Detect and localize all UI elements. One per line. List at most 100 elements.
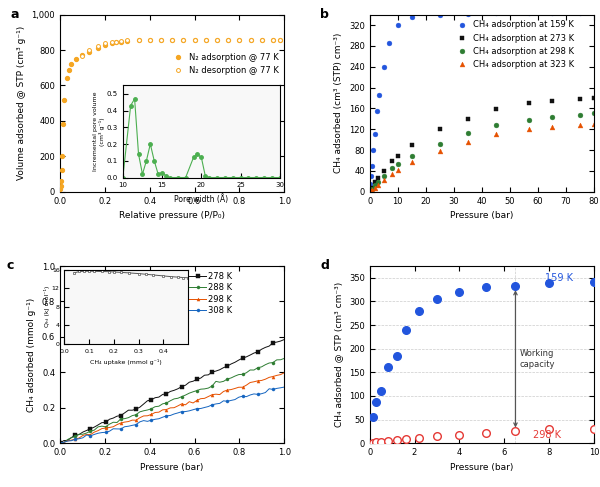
- N₂ desorption @ 77 K: [112, 38, 119, 44]
- Text: Working
capacity: Working capacity: [520, 349, 556, 369]
- N₂ adsorption @ 77 K: [60, 121, 67, 127]
- CH₄ adsorption at 159 K: [373, 108, 380, 114]
- CH₄ adsorption at 323 K: [492, 131, 499, 137]
- CH₄ adsorption at 273 K: [371, 179, 379, 185]
- 288 K: [121, 416, 128, 422]
- CH₄ adsorption at 159 K: [526, 10, 533, 16]
- N₂ desorption @ 77 K: [169, 37, 176, 43]
- CH₄ adsorption at 323 K: [367, 188, 374, 194]
- N₂ adsorption @ 77 K: [202, 37, 209, 43]
- Legend: 278 K, 288 K, 298 K, 308 K: 278 K, 288 K, 298 K, 308 K: [188, 270, 234, 317]
- N₂ desorption @ 77 K: [108, 39, 115, 45]
- 278 K: [281, 337, 288, 342]
- CH₄ adsorption at 298 K: [492, 122, 499, 128]
- N₂ desorption @ 77 K: [95, 43, 102, 49]
- Line: CH₄ adsorption at 273 K: CH₄ adsorption at 273 K: [368, 95, 596, 192]
- N₂ desorption @ 77 K: [101, 40, 109, 46]
- N₂ adsorption @ 77 K: [247, 37, 254, 43]
- CH₄ adsorption at 273 K: [374, 175, 382, 181]
- N₂ desorption @ 77 K: [79, 53, 86, 59]
- 288 K: [128, 412, 136, 418]
- N₂ desorption @ 77 K: [180, 37, 187, 43]
- N₂ adsorption @ 77 K: [214, 37, 221, 43]
- 308 K: [197, 406, 205, 412]
- N₂ adsorption @ 77 K: [68, 61, 75, 67]
- CH₄ adsorption at 298 K: [369, 186, 376, 192]
- CH₄ adsorption at 273 K: [492, 107, 499, 112]
- 308 K: [56, 440, 64, 446]
- N₂ desorption @ 77 K: [117, 38, 124, 44]
- Line: CH₄ adsorption at 159 K: CH₄ adsorption at 159 K: [368, 10, 596, 191]
- CH₄ adsorption at 159 K: [590, 10, 598, 16]
- N₂ desorption @ 77 K: [236, 37, 243, 43]
- N₂ adsorption @ 77 K: [101, 42, 109, 48]
- CH₄ adsorption at 273 K: [394, 153, 401, 159]
- Line: 288 K: 288 K: [58, 357, 286, 445]
- CH₄ adsorption at 273 K: [408, 142, 415, 148]
- Line: 278 K: 278 K: [58, 338, 286, 445]
- N₂ adsorption @ 77 K: [112, 39, 119, 45]
- N₂ desorption @ 77 K: [86, 47, 93, 53]
- CH₄ adsorption at 159 K: [436, 12, 443, 18]
- 298 K: [94, 428, 101, 433]
- N₂ adsorption @ 77 K: [224, 37, 232, 43]
- CH₄ adsorption at 273 K: [369, 185, 376, 190]
- N₂ adsorption @ 77 K: [146, 37, 154, 43]
- N₂ desorption @ 77 K: [269, 37, 277, 43]
- N₂ desorption @ 77 K: [224, 37, 232, 43]
- CH₄ adsorption at 323 K: [436, 148, 443, 154]
- 288 K: [94, 424, 101, 430]
- CH₄ adsorption at 323 K: [590, 121, 598, 127]
- CH₄ adsorption at 298 K: [367, 187, 374, 193]
- 278 K: [133, 406, 140, 412]
- CH₄ adsorption at 159 K: [394, 22, 401, 28]
- Text: b: b: [320, 7, 329, 20]
- 298 K: [197, 396, 205, 402]
- N₂ adsorption @ 77 K: [180, 37, 187, 43]
- 298 K: [133, 417, 140, 423]
- N₂ adsorption @ 77 K: [169, 37, 176, 43]
- CH₄ adsorption at 298 K: [371, 183, 379, 188]
- CH₄ adsorption at 159 K: [464, 11, 472, 17]
- 308 K: [133, 422, 140, 428]
- CH₄ adsorption at 323 K: [388, 171, 395, 177]
- CH₄ adsorption at 298 K: [590, 110, 598, 115]
- Text: 298 K: 298 K: [533, 430, 562, 440]
- CH₄ adsorption at 159 K: [492, 10, 499, 16]
- N₂ adsorption @ 77 K: [86, 49, 93, 55]
- Text: c: c: [6, 259, 14, 272]
- CH₄ adsorption at 273 K: [526, 100, 533, 106]
- N₂ desorption @ 77 K: [157, 37, 164, 43]
- CH₄ adsorption at 159 K: [370, 147, 377, 153]
- N₂ adsorption @ 77 K: [124, 38, 131, 44]
- 298 K: [113, 422, 121, 428]
- CH₄ adsorption at 159 K: [408, 14, 415, 20]
- CH₄ adsorption at 159 K: [386, 40, 393, 46]
- N₂ desorption @ 77 K: [191, 37, 198, 43]
- N₂ adsorption @ 77 K: [269, 37, 277, 43]
- CH₄ adsorption at 298 K: [408, 153, 415, 159]
- CH₄ adsorption at 298 K: [380, 173, 387, 179]
- 308 K: [94, 431, 101, 436]
- CH₄ adsorption at 323 K: [464, 139, 472, 145]
- N₂ adsorption @ 77 K: [63, 75, 70, 81]
- 308 K: [281, 384, 288, 390]
- CH₄ adsorption at 298 K: [464, 131, 472, 136]
- N₂ desorption @ 77 K: [135, 37, 142, 43]
- CH₄ adsorption at 298 K: [388, 166, 395, 171]
- CH₄ adsorption at 323 K: [548, 124, 556, 130]
- N₂ adsorption @ 77 K: [135, 37, 142, 43]
- CH₄ adsorption at 298 K: [436, 141, 443, 147]
- CH₄ adsorption at 298 K: [548, 114, 556, 120]
- 278 K: [121, 410, 128, 416]
- CH₄ adsorption at 323 K: [577, 122, 584, 128]
- CH₄ adsorption at 159 K: [367, 181, 374, 187]
- 298 K: [121, 419, 128, 425]
- CH₄ adsorption at 159 K: [548, 10, 556, 16]
- CH₄ adsorption at 298 K: [394, 161, 401, 167]
- CH₄ adsorption at 323 K: [371, 185, 379, 190]
- CH₄ adsorption at 273 K: [464, 116, 472, 122]
- Text: d: d: [320, 259, 329, 272]
- N₂ adsorption @ 77 K: [59, 153, 66, 159]
- 278 K: [94, 422, 101, 428]
